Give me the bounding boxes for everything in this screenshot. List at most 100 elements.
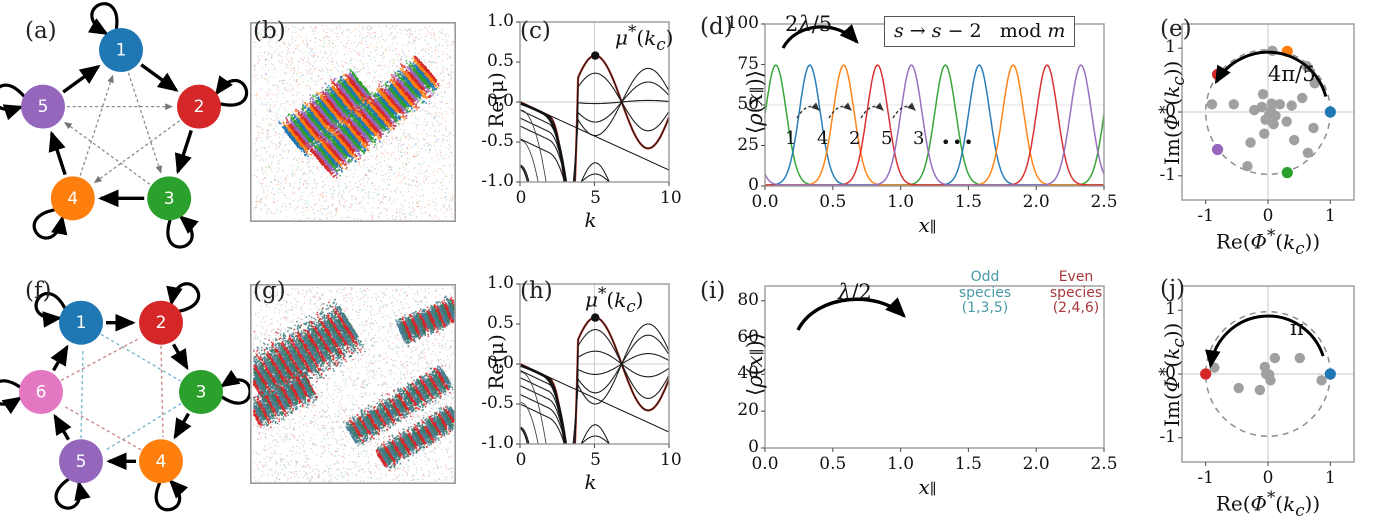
eigenvector-point-gray [1281,116,1292,127]
panel-d-ytick: 50 [719,94,759,114]
panel-e-xtick: 0 [1254,206,1282,226]
eigenvector-point-gray [1257,88,1269,100]
panel-c-ytick: -0.5 [470,131,514,151]
graph-edge-dashed [79,74,114,176]
graph-edge-solid [50,344,69,372]
panel-i-legend-even: Even species (2,4,6) [1035,269,1117,317]
panel-h-ytick: 0.0 [470,353,514,373]
graph-node-6[interactable]: 6 [19,370,63,414]
panel-e-ytick: 1 [1152,37,1176,57]
eigenvector-point-even [1200,368,1212,380]
graph-edge-solid [140,63,179,92]
panel-d-ytick: 100 [719,13,759,33]
graph-self-loop [32,208,68,240]
graph-node-label: 4 [156,452,167,472]
graph-node-2[interactable]: 2 [139,300,183,345]
panel-label-h: (h) [520,278,553,304]
panel-label-d: (d) [700,14,733,40]
panel-d-xtick: 0.0 [743,192,787,212]
graph-node-1[interactable]: 1 [99,28,143,72]
graph-node-label: 4 [67,189,78,209]
panel-i-legend-odd: Odd species (1,3,5) [946,269,1024,317]
graph-node-1[interactable]: 1 [59,300,103,345]
eigenvector-point-gray [1259,128,1270,139]
graph-node-5[interactable]: 5 [59,439,103,484]
panel-d-xtick: 1.5 [946,192,990,212]
panel-h-ytick: -0.5 [470,393,514,413]
panel-i-ytick: 80 [719,290,759,310]
graph-node-label: 2 [194,97,205,117]
graph-edge-dashed [127,72,162,174]
panel-d-sequence-label: 5 [881,128,892,149]
legend-odd-line1: Odd [946,269,1024,286]
graph-self-loop [166,215,199,249]
graph-self-loop [0,379,23,415]
graph-node-label: 6 [36,383,47,403]
panel-h-xlabel: k [585,470,597,494]
panel-i-xtick: 1.0 [879,454,923,474]
dispersion-curve [520,329,669,444]
dispersion-curve [520,81,669,182]
panel-e-rotation-label: 4π/5 [1268,62,1316,86]
graph-edge-solid [173,412,192,440]
panel-j-ytick: -1 [1152,427,1176,447]
graph-node-4[interactable]: 4 [139,439,183,484]
eigenvector-point-gray [1266,98,1277,109]
dispersion-curve [520,334,669,444]
panel-d-rule-box: s → s − 2 mod m [884,16,1076,47]
panel-d-xtick: 2.5 [1082,192,1126,212]
panel-i-ytick: 60 [719,327,759,347]
dispersion-curve [520,72,669,182]
panel-d-sequence-label: ••• [941,133,975,152]
panel-f-graph: 1 2 3 4 5 6 [0,282,252,512]
panel-j-xtick: 1 [1316,468,1344,488]
legend-even-line3: (2,4,6) [1035,301,1117,317]
panel-d-xlabel: x∥ [919,213,937,237]
panel-d-ytick: 75 [719,54,759,74]
panel-h-ytick: -1.0 [470,433,514,453]
graph-edge-solid [48,130,67,176]
density-curve [765,64,1104,186]
panel-c-ytick: 1.0 [470,11,514,31]
panel-d-sequence-label: 4 [817,128,828,149]
eigenvector-point-odd [1324,368,1336,380]
panel-d-xtick: 1.0 [879,192,923,212]
panel-c-ytick: 0.0 [470,91,514,111]
legend-odd-line3: (1,3,5) [946,301,1024,317]
panel-d-hop-arrows [796,102,916,119]
dispersion-curve [520,99,669,182]
dispersion-peak-marker [591,51,600,60]
panel-b-snapshot [250,22,456,222]
panel-i-plot [761,285,1105,452]
panel-e-ytick: -1 [1152,165,1176,185]
panel-e-xlabel: Re(Φ*(kc)) [1206,226,1330,258]
graph-node-4[interactable]: 4 [50,176,95,221]
eigenvector-point-gray [1206,99,1218,110]
panel-i-xlabel: x∥ [919,475,937,499]
graph-self-loop [166,282,201,313]
panel-i-xtick: 2.0 [1014,454,1058,474]
panel-d-ylabel: ⟨ρ(x∥)⟩ [743,2,767,202]
eigenvector-point-gray [1245,137,1256,148]
graph-node-3[interactable]: 3 [147,176,192,221]
panel-j-ytick: 0 [1152,363,1176,383]
panel-h-xtick: 5 [586,450,606,470]
graph-node-3[interactable]: 3 [179,370,223,414]
graph-node-2[interactable]: 2 [176,84,221,129]
panel-label-a: (a) [25,18,57,44]
graph-node-label: 2 [156,313,167,333]
panel-g-snapshot [250,284,456,484]
panel-d-ytick: 0 [719,175,759,195]
panel-c-xtick: 5 [586,188,606,208]
graph-node-5[interactable]: 5 [21,84,66,129]
eigenvector-point-gray [1308,122,1319,134]
panel-j-ylabel: Im(Φ*(kc)) [1156,285,1188,465]
panel-label-j: (j) [1160,276,1185,302]
eigenvector-point-1 [1324,106,1336,118]
graph-edge-solid [174,129,193,175]
eigenvector-point-gray [1228,99,1239,110]
legend-even-line2: species [1035,285,1117,302]
dispersion-curve [520,353,669,444]
panel-j-ytick: 1 [1152,299,1176,319]
graph-node-label: 1 [76,313,87,333]
